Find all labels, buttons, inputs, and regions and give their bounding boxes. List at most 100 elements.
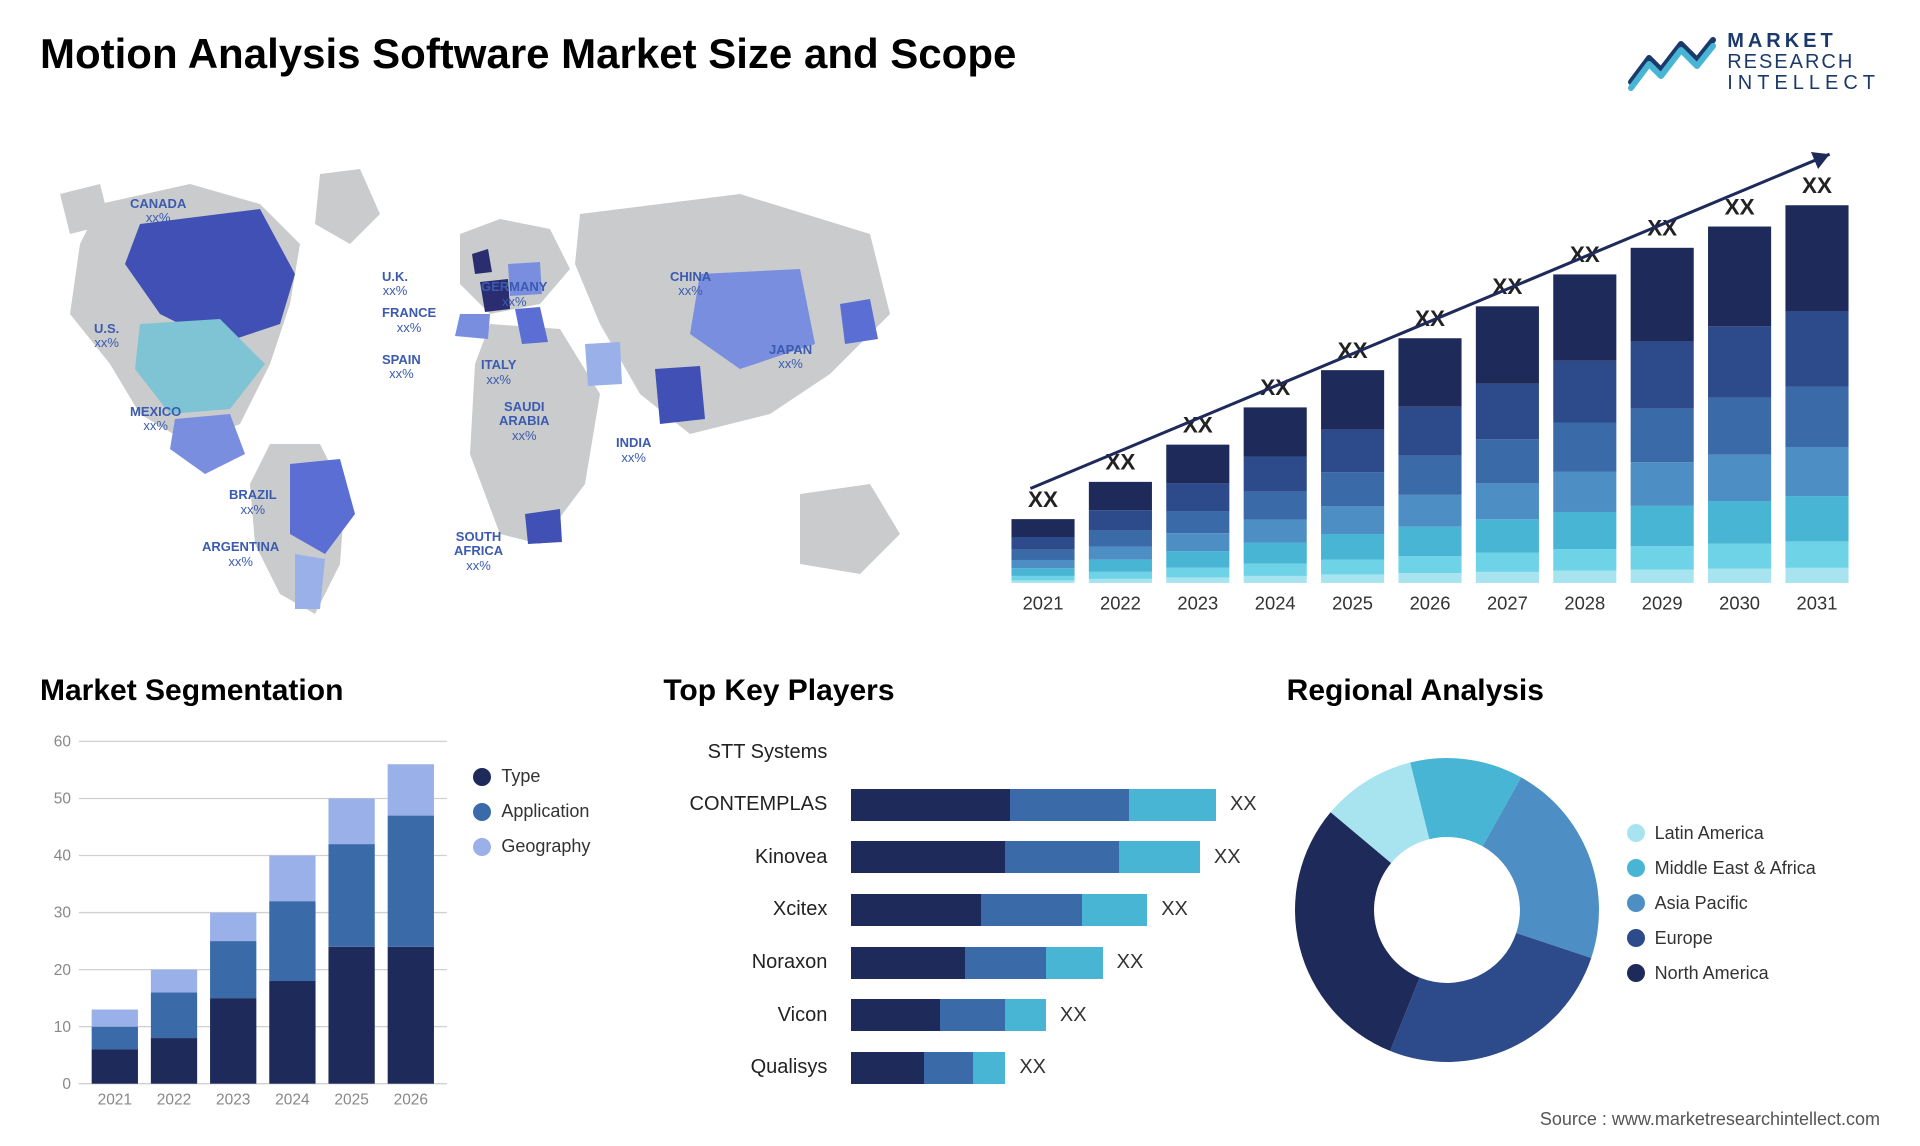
- key-player-value-label: XX: [1161, 898, 1188, 921]
- logo-text-1: MARKET: [1727, 31, 1880, 52]
- map-callout-italy: ITALYxx%: [481, 358, 516, 387]
- main-chart-value-label: XX: [1802, 173, 1832, 198]
- key-player-bar-segment: [1005, 999, 1046, 1031]
- legend-swatch-icon: [473, 838, 491, 856]
- map-callout-spain: SPAINxx%: [382, 353, 421, 382]
- logo-text-2: RESEARCH: [1727, 52, 1880, 73]
- key-player-bar-row: XX: [851, 789, 1256, 821]
- regional-legend-item: Latin America: [1627, 823, 1880, 844]
- svg-text:30: 30: [54, 905, 71, 922]
- legend-swatch-icon: [473, 768, 491, 786]
- legend-label: Type: [501, 766, 540, 787]
- key-player-name: STT Systems: [663, 741, 833, 764]
- main-chart-year-label: 2031: [1797, 593, 1838, 614]
- key-player-value-label: XX: [1117, 951, 1144, 974]
- key-player-bar-segment: [981, 894, 1082, 926]
- key-player-bar-segment: [940, 999, 1005, 1031]
- key-players-labels: STT Systems CONTEMPLAS Kinovea Xcitex Noraxo…: [663, 726, 833, 1094]
- key-player-name: Kinovea: [663, 846, 833, 869]
- main-chart-year-label: 2023: [1177, 593, 1218, 614]
- main-chart-year-label: 2021: [1023, 593, 1064, 614]
- map-callout-france: FRANCExx%: [382, 306, 436, 335]
- segmentation-legend-item: Type: [473, 766, 633, 787]
- key-player-bar-segment: [973, 1052, 1005, 1084]
- key-player-bar-segment: [851, 841, 1005, 873]
- key-player-bar-segment: [851, 999, 940, 1031]
- key-player-name: Xcitex: [663, 898, 833, 921]
- svg-text:0: 0: [62, 1076, 71, 1093]
- map-callout-mexico: MEXICOxx%: [130, 405, 181, 434]
- svg-text:2021: 2021: [98, 1091, 132, 1108]
- world-map-panel: CANADAxx%U.S.xx%MEXICOxx%BRAZILxx%ARGENT…: [40, 114, 940, 634]
- key-player-name: Vicon: [663, 1004, 833, 1027]
- map-callout-brazil: BRAZILxx%: [229, 488, 277, 517]
- main-chart-year-label: 2027: [1487, 593, 1528, 614]
- key-players-bars: XX XX XX XX XX XX: [851, 726, 1256, 1094]
- main-chart-value-label: XX: [1492, 274, 1522, 299]
- brand-logo: MARKET RESEARCH INTELLECT: [1627, 30, 1880, 94]
- svg-text:2023: 2023: [216, 1091, 250, 1108]
- legend-swatch-icon: [1627, 894, 1645, 912]
- key-player-bar-row: XX: [851, 1052, 1256, 1084]
- key-player-value-label: XX: [1230, 793, 1257, 816]
- svg-text:50: 50: [54, 791, 71, 808]
- regional-legend-item: North America: [1627, 963, 1880, 984]
- regional-legend-item: Asia Pacific: [1627, 893, 1880, 914]
- map-callout-japan: JAPANxx%: [769, 343, 812, 372]
- legend-label: Asia Pacific: [1655, 893, 1748, 914]
- key-player-value-label: XX: [1019, 1056, 1046, 1079]
- key-player-name: CONTEMPLAS: [663, 793, 833, 816]
- svg-text:60: 60: [54, 734, 71, 751]
- segmentation-legend-item: Geography: [473, 836, 633, 857]
- map-callout-germany: GERMANYxx%: [481, 280, 547, 309]
- key-player-bar-row: XX: [851, 999, 1256, 1031]
- main-chart-year-label: 2022: [1100, 593, 1141, 614]
- key-player-name: Noraxon: [663, 951, 833, 974]
- key-player-bar-segment: [1005, 841, 1118, 873]
- legend-label: Latin America: [1655, 823, 1764, 844]
- key-player-bar-segment: [851, 947, 964, 979]
- main-chart-value-label: XX: [1725, 194, 1755, 219]
- map-callout-south-africa: SOUTHAFRICAxx%: [454, 530, 503, 573]
- key-player-name: Qualisys: [663, 1056, 833, 1079]
- legend-swatch-icon: [1627, 929, 1645, 947]
- main-chart-year-label: 2024: [1255, 593, 1296, 614]
- key-player-bar-segment: [965, 947, 1046, 979]
- key-player-bar-segment: [851, 1052, 924, 1084]
- map-callout-canada: CANADAxx%: [130, 197, 186, 226]
- regional-donut-chart: [1287, 750, 1607, 1070]
- market-size-chart: XX2021XX2022XX2023XX2024XX2025XX2026XX20…: [980, 114, 1880, 634]
- key-player-bar-segment: [924, 1052, 973, 1084]
- main-chart-year-label: 2028: [1564, 593, 1605, 614]
- legend-swatch-icon: [1627, 859, 1645, 877]
- svg-text:40: 40: [54, 848, 71, 865]
- svg-text:2024: 2024: [275, 1091, 310, 1108]
- source-text: Source : www.marketresearchintellect.com: [1540, 1109, 1880, 1130]
- key-player-bar-segment: [1082, 894, 1147, 926]
- map-callout-china: CHINAxx%: [670, 270, 711, 299]
- key-player-bar-segment: [851, 894, 981, 926]
- key-players-title: Top Key Players: [663, 674, 1256, 708]
- map-callout-u-k-: U.K.xx%: [382, 270, 408, 299]
- legend-label: Application: [501, 801, 589, 822]
- main-chart-value-label: XX: [1183, 412, 1213, 437]
- regional-legend-item: Middle East & Africa: [1627, 858, 1880, 879]
- legend-label: North America: [1655, 963, 1769, 984]
- logo-text-3: INTELLECT: [1727, 73, 1880, 94]
- key-player-bar-segment: [1010, 789, 1129, 821]
- svg-text:2022: 2022: [157, 1091, 191, 1108]
- legend-swatch-icon: [1627, 824, 1645, 842]
- legend-label: Middle East & Africa: [1655, 858, 1816, 879]
- key-player-bar-segment: [851, 789, 1010, 821]
- main-chart-year-label: 2026: [1410, 593, 1451, 614]
- key-player-value-label: XX: [1060, 1004, 1087, 1027]
- key-player-bar-segment: [1129, 789, 1216, 821]
- key-player-bar-row: [851, 736, 1256, 768]
- legend-swatch-icon: [1627, 964, 1645, 982]
- key-player-bar-row: XX: [851, 841, 1256, 873]
- segmentation-title: Market Segmentation: [40, 674, 633, 708]
- key-players-panel: Top Key Players STT Systems CONTEMPLAS Kin…: [663, 674, 1256, 1094]
- key-player-bar-segment: [1046, 947, 1103, 979]
- main-chart-year-label: 2030: [1719, 593, 1760, 614]
- main-chart-value-label: XX: [1105, 450, 1135, 475]
